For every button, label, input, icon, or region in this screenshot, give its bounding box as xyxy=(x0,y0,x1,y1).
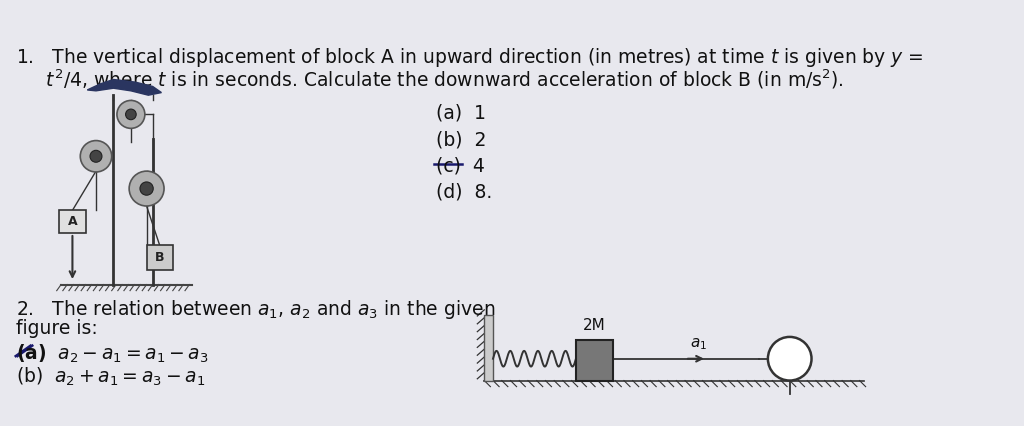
Text: 2.   The relation between $a_1$, $a_2$ and $a_3$ in the given: 2. The relation between $a_1$, $a_2$ and… xyxy=(15,298,496,321)
Circle shape xyxy=(80,141,112,172)
Circle shape xyxy=(768,337,812,380)
Circle shape xyxy=(90,150,102,162)
Text: A: A xyxy=(68,215,77,228)
Text: B: B xyxy=(155,251,165,264)
Text: $\bf{(a)}$  $a_2 - a_1 = a_1 - a_3$: $\bf{(a)}$ $a_2 - a_1 = a_1 - a_3$ xyxy=(15,343,208,366)
Text: figure is:: figure is: xyxy=(15,319,97,337)
Polygon shape xyxy=(87,80,162,95)
Text: (d)  8.: (d) 8. xyxy=(436,182,493,201)
Bar xyxy=(484,315,493,380)
Circle shape xyxy=(126,109,136,120)
Text: (b)  2: (b) 2 xyxy=(436,130,486,149)
Bar xyxy=(146,245,173,270)
Text: $t^2$/4, where $t$ is in seconds. Calculate the downward acceleration of block B: $t^2$/4, where $t$ is in seconds. Calcul… xyxy=(15,67,844,91)
Text: 1.   The vertical displacement of block A in upward direction (in metres) at tim: 1. The vertical displacement of block A … xyxy=(15,46,924,69)
Text: (a)  1: (a) 1 xyxy=(436,104,486,123)
Circle shape xyxy=(117,101,144,128)
Text: 2M: 2M xyxy=(583,318,605,334)
Circle shape xyxy=(129,171,164,206)
Text: (b)  $a_2 + a_1 = a_3 - a_1$: (b) $a_2 + a_1 = a_3 - a_1$ xyxy=(15,366,205,388)
Text: (c)  4: (c) 4 xyxy=(436,156,485,175)
Bar xyxy=(575,340,612,380)
Circle shape xyxy=(140,182,154,195)
Text: $a_1$: $a_1$ xyxy=(689,336,707,352)
Bar xyxy=(59,210,86,233)
